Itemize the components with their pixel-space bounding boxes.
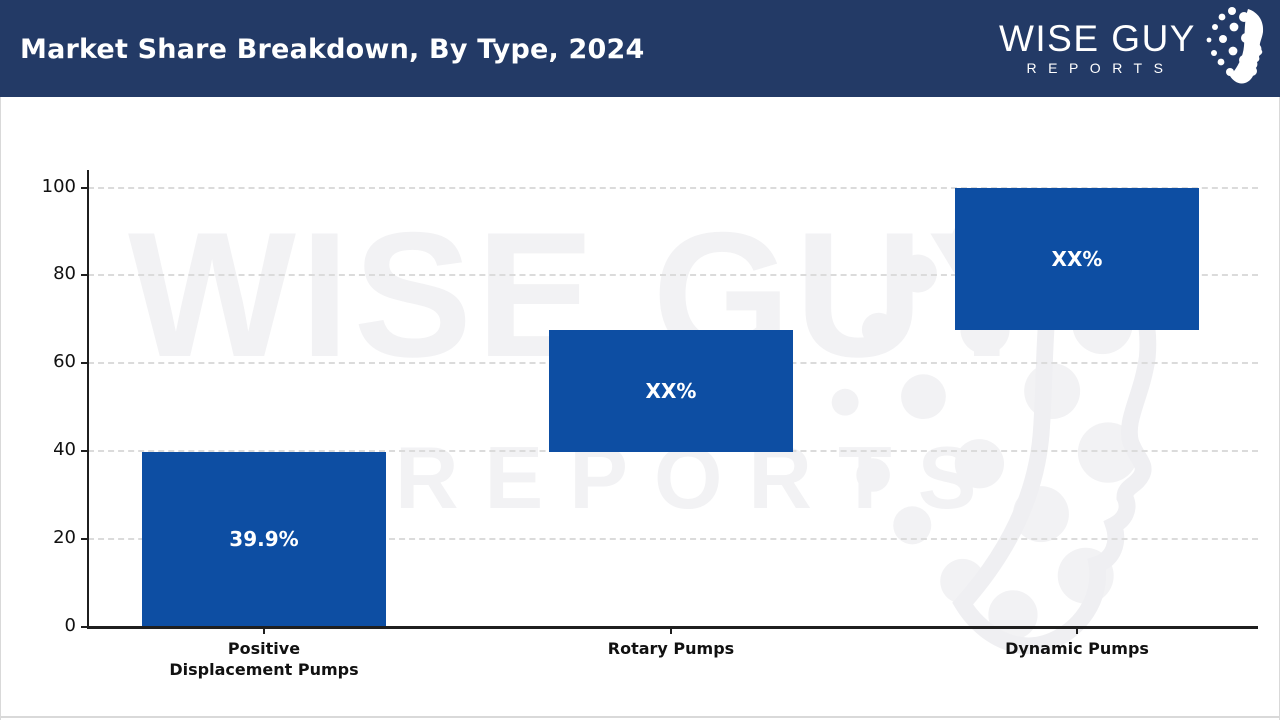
y-axis-spine bbox=[87, 170, 89, 629]
bar-segment: 39.9% bbox=[142, 451, 386, 627]
bar-value-label: XX% bbox=[1051, 246, 1103, 271]
x-tick-mark bbox=[263, 627, 265, 634]
y-tick-mark bbox=[81, 538, 88, 541]
bar-segment: XX% bbox=[549, 329, 793, 452]
logo-wordmark: WISE GUY REPORTS bbox=[998, 18, 1196, 76]
chart-title: Market Share Breakdown, By Type, 2024 bbox=[20, 34, 645, 65]
y-tick-label: 0 bbox=[64, 615, 76, 636]
y-tick-mark bbox=[81, 274, 88, 277]
frame-border-left bbox=[0, 97, 1, 720]
y-gridline bbox=[88, 538, 1258, 541]
x-tick-mark bbox=[670, 627, 672, 634]
bar-segment: XX% bbox=[955, 187, 1199, 330]
y-tick-mark bbox=[81, 450, 88, 453]
wiseguy-face-icon bbox=[1206, 7, 1264, 84]
y-gridline bbox=[88, 186, 1258, 189]
logo-wordmark-line1: WISE GUY bbox=[998, 18, 1196, 60]
y-tick-label: 100 bbox=[41, 175, 76, 197]
bar-value-label: 39.9% bbox=[229, 527, 299, 552]
x-axis-spine bbox=[87, 626, 1258, 629]
wiseguy-logo: WISE GUY REPORTS bbox=[999, 6, 1266, 90]
y-tick-mark bbox=[81, 186, 88, 189]
bar-value-label: XX% bbox=[645, 378, 697, 403]
y-gridline bbox=[88, 274, 1258, 277]
y-tick-label: 80 bbox=[53, 263, 76, 285]
y-tick-mark bbox=[81, 626, 88, 628]
x-category-label: Rotary Pumps bbox=[607, 639, 735, 658]
header: Market Share Breakdown, By Type, 2024 WI… bbox=[0, 0, 1280, 97]
logo-wordmark-line2: REPORTS bbox=[1026, 59, 1175, 76]
x-category-label: Dynamic Pumps bbox=[1005, 639, 1149, 658]
frame-border-bottom bbox=[0, 716, 1280, 718]
y-tick-label: 20 bbox=[53, 527, 76, 549]
y-tick-mark bbox=[81, 362, 88, 365]
y-tick-label: 40 bbox=[53, 439, 76, 461]
y-tick-label: 60 bbox=[53, 351, 76, 373]
x-category-label: Positive Displacement Pumps bbox=[169, 639, 359, 680]
